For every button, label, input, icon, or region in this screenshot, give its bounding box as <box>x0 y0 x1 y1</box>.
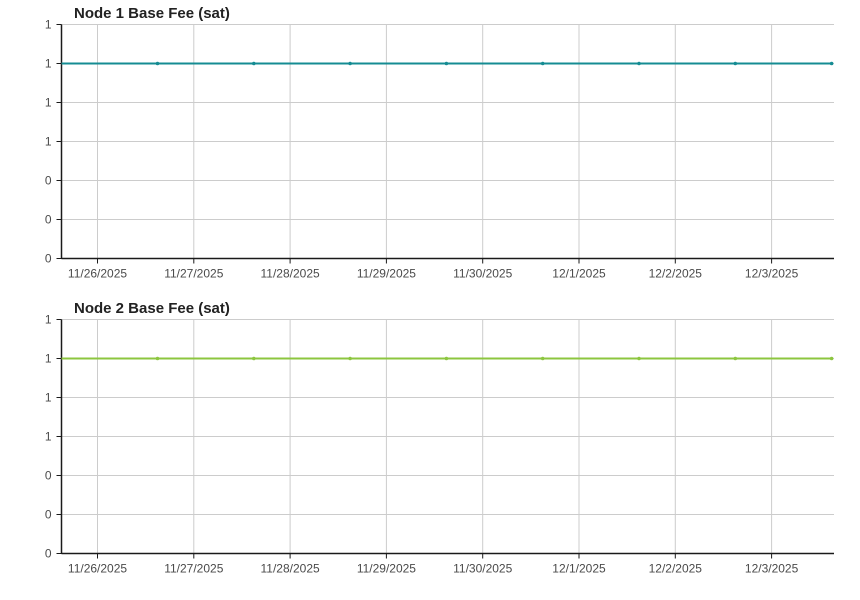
svg-text:11/29/2025: 11/29/2025 <box>357 267 416 281</box>
svg-text:1: 1 <box>45 18 52 32</box>
svg-text:1: 1 <box>45 96 52 110</box>
svg-text:1: 1 <box>45 391 52 405</box>
svg-text:11/30/2025: 11/30/2025 <box>453 267 512 281</box>
svg-text:11/27/2025: 11/27/2025 <box>164 267 223 281</box>
svg-text:12/3/2025: 12/3/2025 <box>745 562 799 576</box>
svg-text:11/28/2025: 11/28/2025 <box>261 267 320 281</box>
svg-text:12/2/2025: 12/2/2025 <box>649 267 703 281</box>
svg-text:1: 1 <box>45 57 52 71</box>
svg-text:0: 0 <box>45 213 52 227</box>
svg-text:1: 1 <box>45 430 52 444</box>
svg-text:11/26/2025: 11/26/2025 <box>68 267 127 281</box>
svg-text:1: 1 <box>45 352 52 366</box>
svg-text:1: 1 <box>45 313 52 327</box>
svg-text:1: 1 <box>45 135 52 149</box>
svg-text:12/1/2025: 12/1/2025 <box>552 562 606 576</box>
svg-text:11/29/2025: 11/29/2025 <box>357 562 416 576</box>
svg-text:Node 1 Base Fee (sat): Node 1 Base Fee (sat) <box>74 5 230 22</box>
svg-text:11/30/2025: 11/30/2025 <box>453 562 512 576</box>
svg-text:0: 0 <box>45 547 52 561</box>
svg-text:11/27/2025: 11/27/2025 <box>164 562 223 576</box>
svg-text:0: 0 <box>45 508 52 522</box>
svg-text:11/28/2025: 11/28/2025 <box>261 562 320 576</box>
svg-text:0: 0 <box>45 469 52 483</box>
svg-text:Node 2 Base Fee (sat): Node 2 Base Fee (sat) <box>74 300 230 317</box>
svg-text:12/2/2025: 12/2/2025 <box>649 562 703 576</box>
svg-text:12/3/2025: 12/3/2025 <box>745 267 799 281</box>
svg-text:12/1/2025: 12/1/2025 <box>552 267 606 281</box>
svg-text:0: 0 <box>45 252 52 266</box>
svg-text:0: 0 <box>45 174 52 188</box>
svg-text:11/26/2025: 11/26/2025 <box>68 562 127 576</box>
